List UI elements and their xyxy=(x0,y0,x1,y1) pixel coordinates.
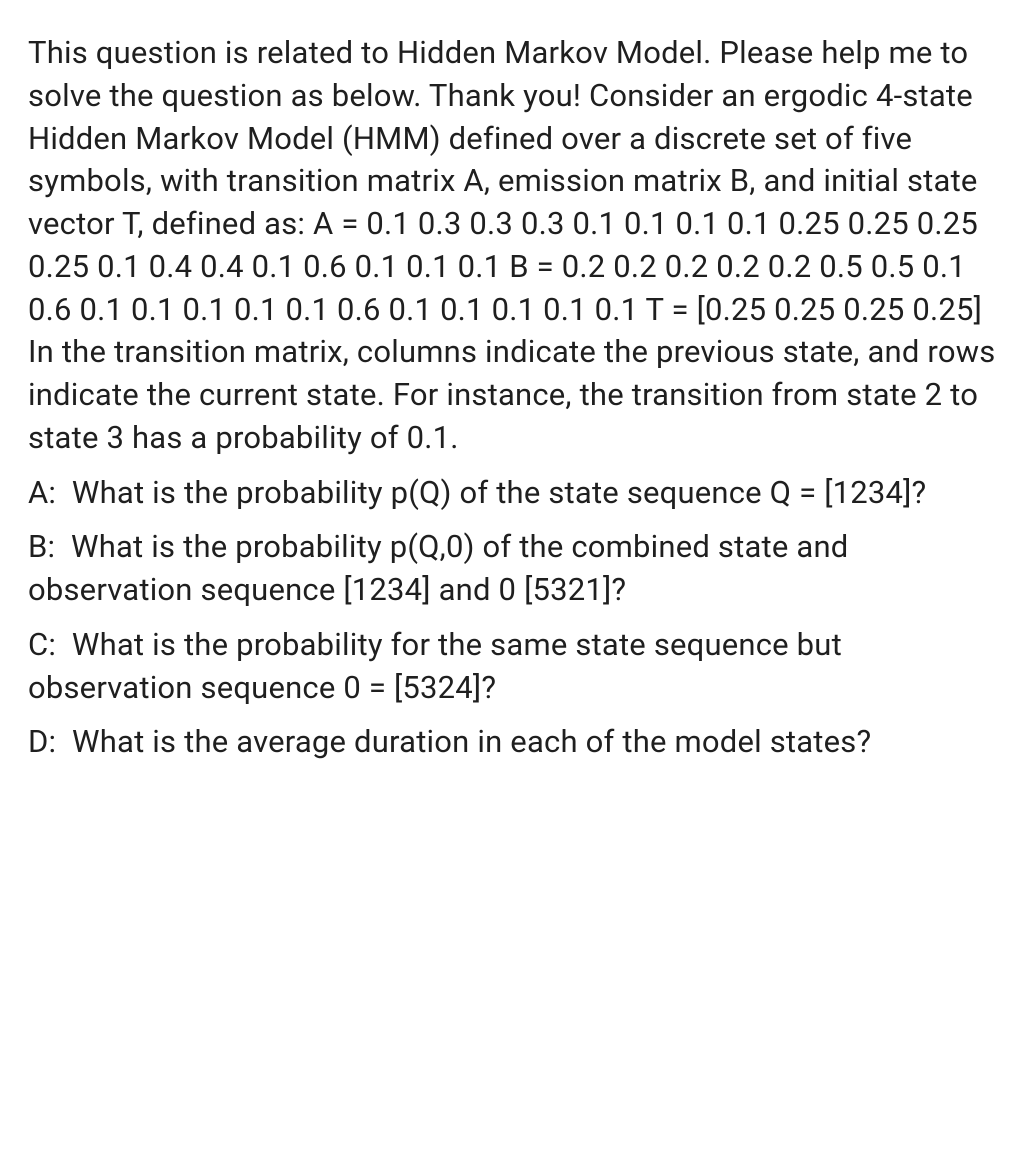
paragraph-question-c: C: What is the probability for the same … xyxy=(28,624,996,710)
paragraph-question-a: A: What is the probability p(Q) of the s… xyxy=(28,472,996,515)
paragraph-question-d: D: What is the average duration in each … xyxy=(28,721,996,764)
paragraph-intro: This question is related to Hidden Marko… xyxy=(28,32,996,460)
paragraph-question-b: B: What is the probability p(Q,0) of the… xyxy=(28,526,996,612)
